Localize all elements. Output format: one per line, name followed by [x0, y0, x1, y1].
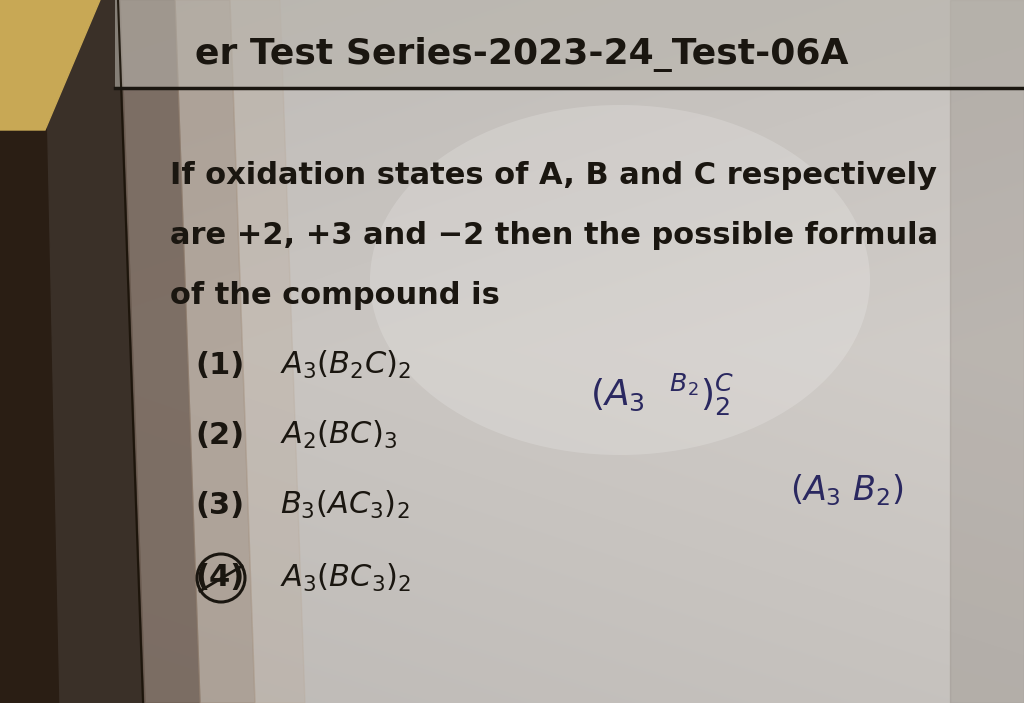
- Polygon shape: [0, 0, 60, 703]
- Text: $B_3(AC_3)_2$: $B_3(AC_3)_2$: [280, 489, 410, 521]
- Text: er Test Series-2023-24_Test-06A: er Test Series-2023-24_Test-06A: [195, 37, 849, 72]
- Text: $A_3(B_2C)_2$: $A_3(B_2C)_2$: [280, 349, 412, 381]
- Text: (3): (3): [195, 491, 244, 520]
- Text: (2): (2): [195, 420, 244, 449]
- Text: $(A_3\ \ ^{B_2})_2^C$: $(A_3\ \ ^{B_2})_2^C$: [590, 372, 734, 418]
- Text: $(A_3\ B_2)$: $(A_3\ B_2)$: [790, 472, 903, 508]
- Ellipse shape: [370, 105, 870, 455]
- Text: (4): (4): [195, 564, 245, 593]
- Polygon shape: [950, 0, 1024, 703]
- Text: are +2, +3 and −2 then the possible formula: are +2, +3 and −2 then the possible form…: [170, 221, 938, 250]
- Text: (1): (1): [195, 351, 245, 380]
- FancyBboxPatch shape: [115, 0, 1024, 88]
- Text: If oxidation states of A, B and C respectively: If oxidation states of A, B and C respec…: [170, 160, 937, 190]
- Polygon shape: [0, 0, 100, 130]
- Text: of the compound is: of the compound is: [170, 280, 500, 309]
- Text: $A_2(BC)_3$: $A_2(BC)_3$: [280, 419, 397, 451]
- Polygon shape: [175, 0, 255, 703]
- Polygon shape: [45, 0, 145, 703]
- Text: $A_3(BC_3)_2$: $A_3(BC_3)_2$: [280, 562, 412, 594]
- Polygon shape: [120, 0, 200, 703]
- Polygon shape: [230, 0, 305, 703]
